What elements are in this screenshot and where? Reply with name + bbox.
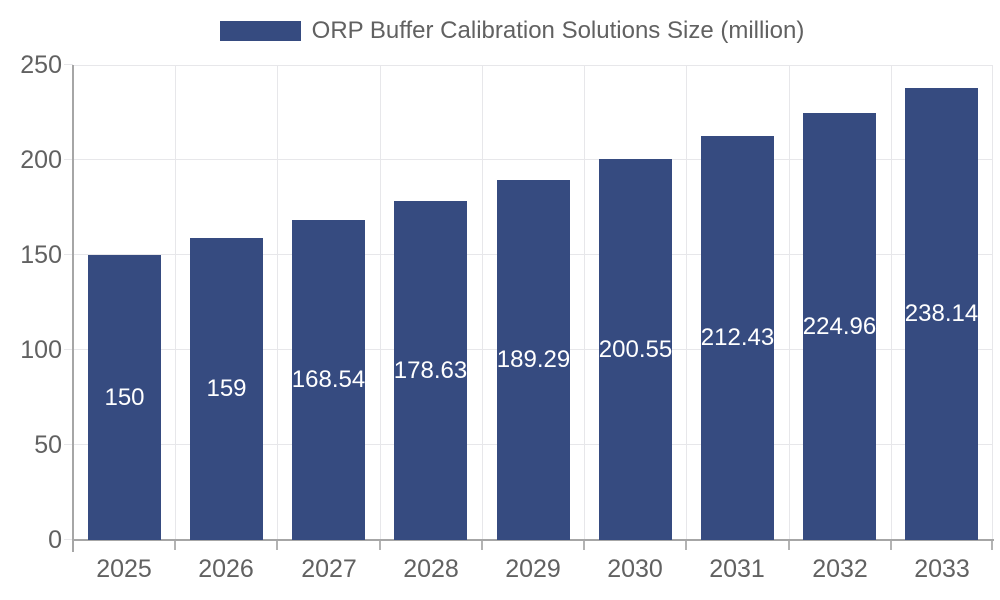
- legend: ORP Buffer Calibration Solutions Size (m…: [0, 17, 1000, 45]
- y-axis-line: [72, 65, 74, 552]
- bar-2029[interactable]: 189.29: [497, 180, 570, 540]
- x-tick-label-2027: 2027: [301, 555, 357, 583]
- y-tick-mark-150: [64, 254, 73, 255]
- x-tick-mark-7: [788, 540, 790, 550]
- x-tick-mark-9: [991, 540, 993, 550]
- y-tick-mark-0: [64, 539, 73, 540]
- x-tick-label-2026: 2026: [198, 555, 254, 583]
- gridline-y-200: [73, 159, 993, 160]
- y-tick-label-100: 100: [20, 336, 62, 364]
- x-tick-label-2031: 2031: [709, 555, 765, 583]
- legend-item[interactable]: ORP Buffer Calibration Solutions Size (m…: [196, 17, 805, 45]
- gridline-x-5: [584, 65, 585, 540]
- gridline-x-1: [175, 65, 176, 540]
- x-axis-line: [72, 539, 994, 541]
- x-tick-label-2025: 2025: [96, 555, 152, 583]
- bar-value-label-2026: 159: [206, 375, 247, 402]
- y-tick-mark-50: [64, 444, 73, 445]
- y-tick-label-200: 200: [20, 146, 62, 174]
- y-tick-label-0: 0: [48, 526, 62, 554]
- bar-value-label-2029: 189.29: [496, 346, 571, 373]
- x-tick-mark-1: [174, 540, 176, 550]
- y-tick-mark-250: [64, 64, 73, 65]
- bar-value-label-2032: 224.96: [802, 312, 877, 340]
- bar-value-label-2033: 238.14: [904, 300, 979, 327]
- y-tick-label-150: 150: [20, 241, 62, 269]
- plot-area: 150 159 168.54 178.63 189.29 200.55 212.43 224.…: [64, 64, 994, 552]
- gridline-x-8: [891, 65, 892, 540]
- gridline-x-6: [686, 65, 687, 540]
- y-tick-mark-100: [64, 349, 73, 350]
- x-tick-mark-8: [890, 540, 892, 550]
- bar-2027[interactable]: 168.54: [292, 220, 365, 540]
- bar-2030[interactable]: 200.55: [599, 159, 672, 540]
- y-tick-label-250: 250: [20, 51, 62, 79]
- x-tick-label-2030: 2030: [607, 555, 663, 583]
- legend-label: ORP Buffer Calibration Solutions Size (m…: [311, 17, 805, 44]
- x-tick-label-2028: 2028: [403, 555, 459, 583]
- x-tick-mark-3: [379, 540, 381, 550]
- x-tick-mark-5: [583, 540, 585, 550]
- legend-swatch-icon: [219, 21, 301, 41]
- y-tick-label-50: 50: [34, 431, 62, 459]
- bar-value-label-2030: 200.55: [598, 335, 673, 363]
- bar-2032[interactable]: 224.96: [803, 113, 876, 540]
- x-tick-mark-4: [481, 540, 483, 550]
- y-tick-mark-200: [64, 159, 73, 160]
- gridline-y-250: [73, 65, 993, 66]
- bar-2025[interactable]: 150: [88, 255, 161, 540]
- gridline-x-3: [380, 65, 381, 540]
- x-tick-label-2032: 2032: [812, 555, 868, 583]
- gridline-x-4: [482, 65, 483, 540]
- x-tick-mark-6: [685, 540, 687, 550]
- gridline-x-7: [789, 65, 790, 540]
- bar-2033[interactable]: 238.14: [905, 88, 978, 540]
- bar-value-label-2025: 150: [104, 383, 145, 411]
- bar-value-label-2027: 168.54: [291, 366, 366, 393]
- bar-2028[interactable]: 178.63: [394, 201, 467, 540]
- bar-2031[interactable]: 212.43: [701, 136, 774, 540]
- x-tick-label-2033: 2033: [914, 555, 970, 583]
- gridline-x-9: [992, 65, 993, 540]
- bar-value-label-2028: 178.63: [393, 356, 468, 384]
- gridline-x-2: [277, 65, 278, 540]
- bar-2026[interactable]: 159: [190, 238, 263, 540]
- x-tick-label-2029: 2029: [505, 555, 561, 583]
- x-tick-mark-2: [276, 540, 278, 550]
- bar-value-label-2031: 212.43: [700, 324, 775, 351]
